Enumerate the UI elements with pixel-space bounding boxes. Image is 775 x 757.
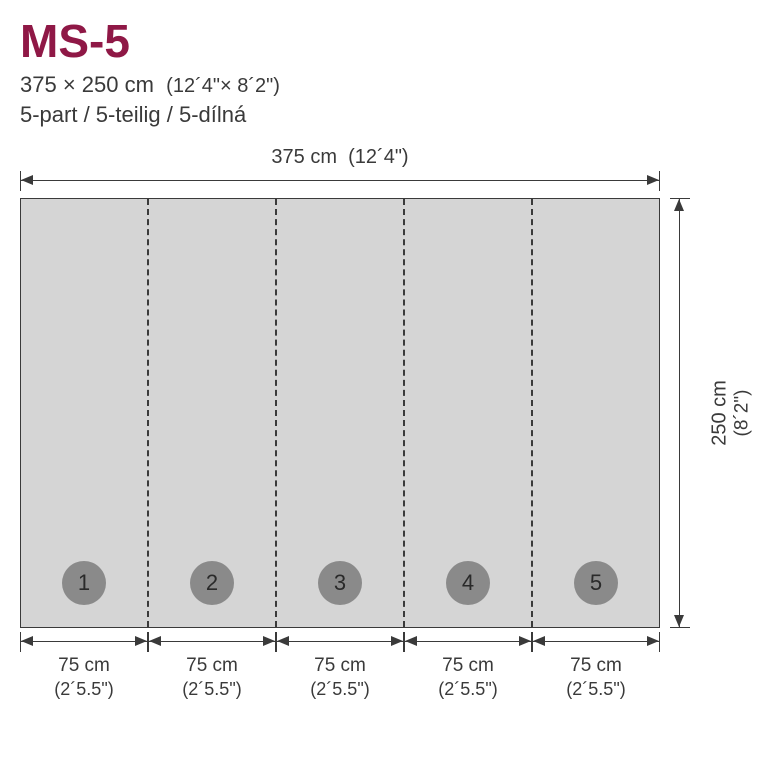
- panel-badge: 1: [62, 561, 106, 605]
- bottom-dim-2: 75 cm(2´5.5"): [148, 628, 276, 700]
- right-dimension: 250 cm (8´2"): [660, 198, 750, 628]
- bdim-imperial: (2´5.5"): [404, 678, 532, 701]
- top-dim-imperial: (12´4"): [348, 146, 408, 168]
- panel-1: 1: [21, 199, 149, 627]
- right-dim-metric: 250 cm: [708, 380, 730, 446]
- bottom-dim-1: 75 cm(2´5.5"): [20, 628, 148, 700]
- bottom-dimensions: 75 cm(2´5.5") 75 cm(2´5.5") 75 cm(2´5.5"…: [20, 628, 660, 700]
- dimensions-line: 375 × 250 cm (12´4"× 8´2"): [20, 72, 755, 98]
- panel-4: 4: [405, 199, 533, 627]
- panel-badge: 4: [446, 561, 490, 605]
- right-dim-line: [670, 198, 690, 628]
- panel-badge: 3: [318, 561, 362, 605]
- panel-badge: 5: [574, 561, 618, 605]
- diagram-figure: 375 cm (12´4") 1 2 3 4 5: [20, 146, 755, 700]
- parts-line: 5-part / 5-teilig / 5-dílná: [20, 102, 755, 128]
- bdim-metric: 75 cm: [58, 655, 110, 676]
- bdim-metric: 75 cm: [314, 655, 366, 676]
- panel-grid: 1 2 3 4 5: [20, 198, 660, 628]
- bdim-metric: 75 cm: [186, 655, 238, 676]
- bottom-dim-5: 75 cm(2´5.5"): [532, 628, 660, 700]
- bdim-imperial: (2´5.5"): [20, 678, 148, 701]
- bdim-imperial: (2´5.5"): [532, 678, 660, 701]
- panel-2: 2: [149, 199, 277, 627]
- product-title: MS-5: [20, 18, 755, 64]
- bottom-dim-3: 75 cm(2´5.5"): [276, 628, 404, 700]
- dim-imperial: (12´4"× 8´2"): [166, 75, 280, 97]
- bdim-metric: 75 cm: [570, 655, 622, 676]
- top-dim-metric: 375 cm: [271, 146, 337, 168]
- panel-5: 5: [533, 199, 659, 627]
- bdim-metric: 75 cm: [442, 655, 494, 676]
- bdim-imperial: (2´5.5"): [276, 678, 404, 701]
- right-dim-imperial: (8´2"): [731, 380, 753, 446]
- bottom-dim-4: 75 cm(2´5.5"): [404, 628, 532, 700]
- top-dim-line: [20, 171, 660, 191]
- dim-metric: 375 × 250 cm: [20, 72, 154, 97]
- top-dimension: 375 cm (12´4"): [20, 146, 660, 198]
- bdim-imperial: (2´5.5"): [148, 678, 276, 701]
- panel-badge: 2: [190, 561, 234, 605]
- panel-3: 3: [277, 199, 405, 627]
